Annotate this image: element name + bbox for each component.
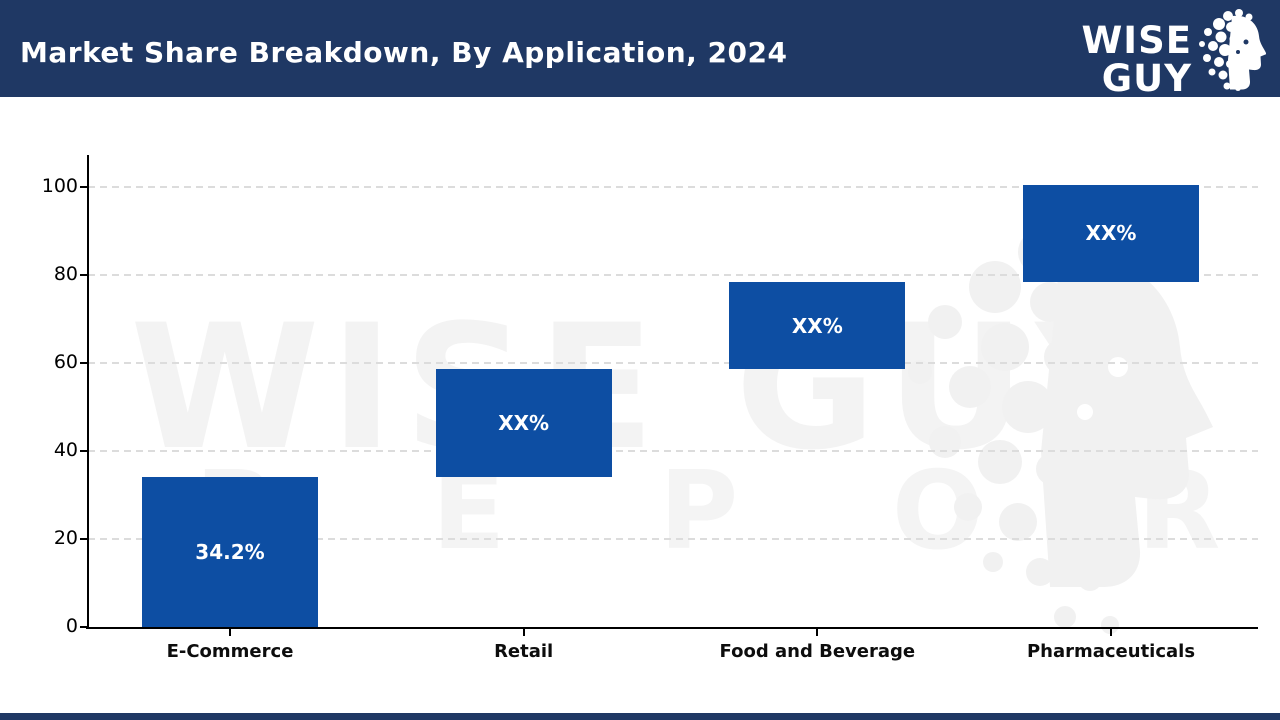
wiseguy-logo-text: WISE GUY R E P O R T S <box>1016 19 1192 131</box>
y-gridline <box>88 362 1258 364</box>
bar-e-commerce: 34.2% <box>142 476 318 627</box>
bar-value-label: XX% <box>791 313 843 338</box>
wiseguy-logo: WISE GUY R E P O R T S <box>1016 6 1266 130</box>
y-axis-line <box>87 155 89 629</box>
wiseguy-logo-sub: R E P O R T S <box>1034 100 1190 130</box>
y-tick-mark <box>80 186 88 188</box>
x-category-label: Food and Beverage <box>719 641 916 662</box>
chart-area: WISE GUY R E P O R T S 02040608010034.2%… <box>0 97 1280 713</box>
y-tick-mark <box>80 274 88 276</box>
x-tick-mark <box>1110 629 1112 636</box>
y-tick-label: 100 <box>41 175 78 197</box>
bar-food-and-beverage: XX% <box>729 282 906 370</box>
bar-retail: XX% <box>435 369 612 477</box>
y-tick-mark <box>80 538 88 540</box>
bar-pharmaceuticals: XX% <box>1023 184 1199 283</box>
y-gridline <box>88 450 1258 452</box>
y-tick-mark <box>80 626 88 628</box>
y-gridline <box>88 186 1258 188</box>
watermark-head-icon <box>908 223 1213 634</box>
y-tick-label: 40 <box>53 439 78 461</box>
header-bar: Market Share Breakdown, By Application, … <box>0 0 1280 130</box>
wiseguy-head-icon <box>1199 9 1266 91</box>
bar-value-label: 34.2% <box>195 539 265 564</box>
x-category-label: E-Commerce <box>166 641 294 662</box>
y-gridline <box>88 274 1258 276</box>
y-gridline <box>88 538 1258 540</box>
y-tick-label: 20 <box>53 527 78 549</box>
x-tick-mark <box>229 629 231 636</box>
x-axis-line <box>86 627 1258 629</box>
page-title: Market Share Breakdown, By Application, … <box>20 36 788 69</box>
bar-value-label: XX% <box>1085 221 1137 246</box>
y-tick-label: 0 <box>65 615 78 637</box>
y-tick-label: 80 <box>53 263 78 285</box>
x-category-label: Retail <box>494 641 554 662</box>
wiseguy-logo-name: WISE GUY <box>1081 19 1192 100</box>
bar-value-label: XX% <box>498 410 550 435</box>
y-tick-label: 60 <box>53 351 78 373</box>
y-tick-mark <box>80 362 88 364</box>
x-tick-mark <box>816 629 819 636</box>
footer-bar <box>0 713 1280 720</box>
x-category-label: Pharmaceuticals <box>1026 641 1196 662</box>
x-tick-mark <box>522 629 525 636</box>
y-tick-mark <box>80 450 88 452</box>
